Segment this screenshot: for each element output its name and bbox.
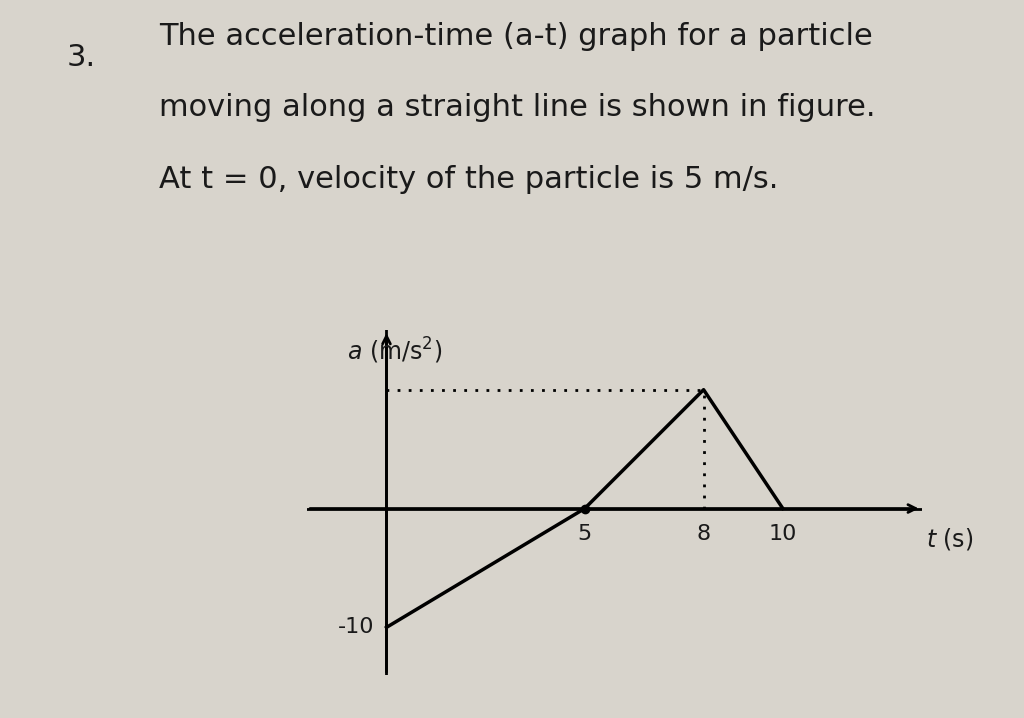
Text: 3.: 3. (67, 43, 95, 72)
Text: At t = 0, velocity of the particle is 5 m/s.: At t = 0, velocity of the particle is 5 … (159, 165, 778, 194)
Text: -10: -10 (338, 617, 375, 638)
Text: 5: 5 (578, 524, 592, 544)
Text: moving along a straight line is shown in figure.: moving along a straight line is shown in… (159, 93, 876, 122)
Text: $\it{t}$ (s): $\it{t}$ (s) (926, 526, 973, 552)
Text: 10: 10 (769, 524, 797, 544)
Text: $a\ \mathrm{(m/s^2)}$: $a\ \mathrm{(m/s^2)}$ (347, 336, 442, 366)
Text: The acceleration-time (a-t) graph for a particle: The acceleration-time (a-t) graph for a … (159, 22, 872, 50)
Text: 8: 8 (696, 524, 711, 544)
